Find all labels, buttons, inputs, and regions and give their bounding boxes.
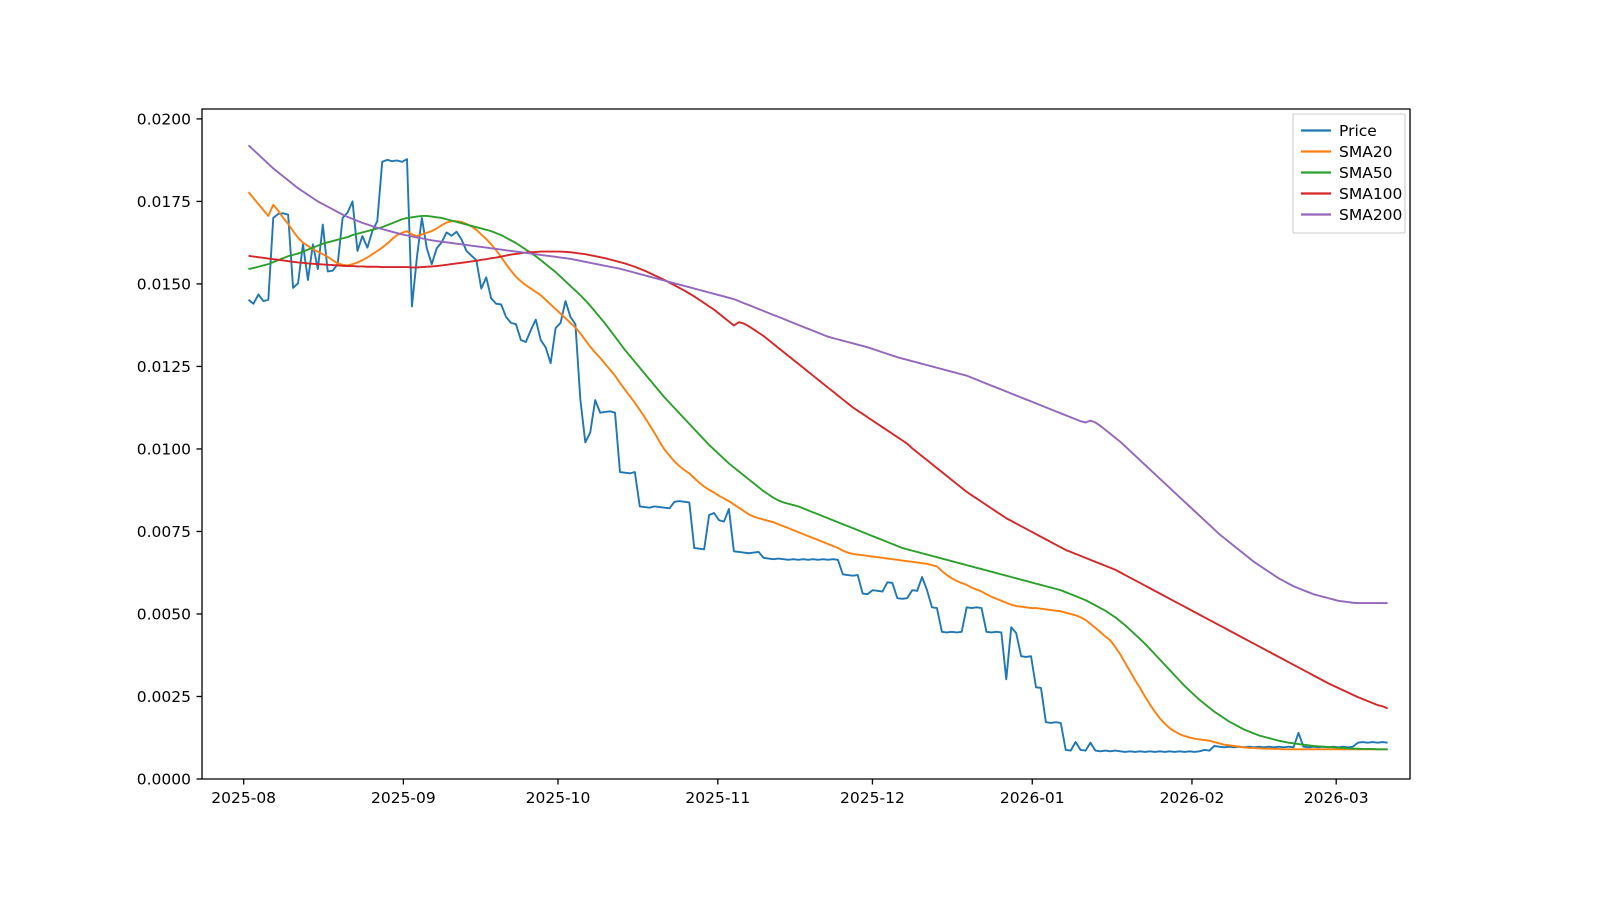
x-tick-label: 2026-03 — [1304, 789, 1369, 807]
x-tick-label: 2026-02 — [1160, 789, 1225, 807]
series-line-price — [247, 158, 1388, 753]
legend-label-price: Price — [1339, 122, 1377, 140]
legend-box — [1292, 113, 1406, 234]
y-tick-label: 0.0075 — [137, 523, 191, 541]
y-tick-label: 0.0200 — [137, 110, 191, 128]
axes-frame — [201, 108, 1411, 780]
x-tick-label: 2025-12 — [840, 789, 905, 807]
x-tick-label: 2025-11 — [685, 789, 750, 807]
x-tick-label: 2025-10 — [526, 789, 591, 807]
y-tick-label: 0.0000 — [137, 771, 191, 789]
series-line-sma50 — [248, 214, 1388, 751]
y-tick-label: 0.0025 — [137, 688, 191, 706]
y-tick-label: 0.0175 — [137, 193, 191, 211]
legend-label-sma200: SMA200 — [1339, 206, 1402, 224]
legend-label-sma20: SMA20 — [1339, 143, 1393, 161]
y-tick-label: 0.0125 — [137, 358, 191, 376]
series-line-sma20 — [247, 191, 1388, 751]
legend-label-sma50: SMA50 — [1339, 164, 1393, 182]
y-axis-ticks: 0.0000 0.0025 0.0050 0.0075 0.0100 0.0125 0.01… — [137, 110, 202, 789]
series-line-sma100 — [248, 250, 1389, 710]
x-tick-label: 2026-01 — [1000, 789, 1065, 807]
y-tick-label: 0.0150 — [137, 275, 191, 293]
x-tick-label: 2025-08 — [211, 789, 276, 807]
y-tick-label: 0.0100 — [137, 440, 191, 458]
data-series-group — [247, 144, 1389, 753]
series-line-sma200 — [247, 144, 1388, 605]
x-axis-ticks: 2025-08 2025-09 2025-10 2025-11 2025-12 2026-… — [211, 779, 1369, 807]
y-tick-label: 0.0050 — [137, 605, 191, 623]
legend-label-sma100: SMA100 — [1339, 185, 1402, 203]
chart-legend: Price SMA20 SMA50 SMA100 SMA200 — [1292, 113, 1406, 234]
x-tick-label: 2025-09 — [371, 789, 436, 807]
